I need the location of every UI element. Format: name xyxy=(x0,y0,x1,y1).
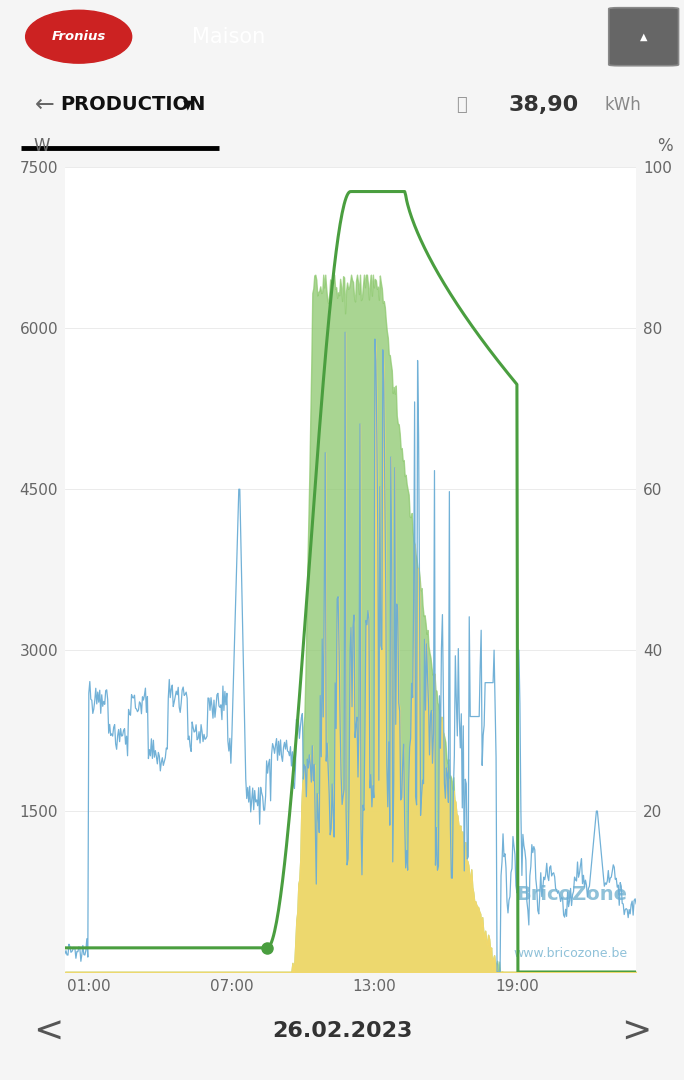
Text: kWh: kWh xyxy=(604,96,641,113)
Text: ▲: ▲ xyxy=(640,31,647,42)
Ellipse shape xyxy=(26,11,131,63)
Text: Fronius: Fronius xyxy=(51,30,106,43)
Text: Maison: Maison xyxy=(192,27,265,46)
Text: 38,90: 38,90 xyxy=(509,95,579,114)
Text: %: % xyxy=(657,137,673,156)
Text: www.bricozone.be: www.bricozone.be xyxy=(514,947,627,960)
FancyBboxPatch shape xyxy=(609,8,679,66)
Text: ▼: ▼ xyxy=(183,98,193,111)
Text: <: < xyxy=(33,1014,63,1049)
Text: W: W xyxy=(34,137,50,156)
Text: >: > xyxy=(621,1014,651,1049)
Text: ⓘ: ⓘ xyxy=(456,96,467,113)
Text: BricoZone: BricoZone xyxy=(516,885,627,904)
Text: ←: ← xyxy=(35,93,54,117)
Text: PRODUCTION: PRODUCTION xyxy=(61,95,206,114)
Text: 26.02.2023: 26.02.2023 xyxy=(272,1022,412,1041)
